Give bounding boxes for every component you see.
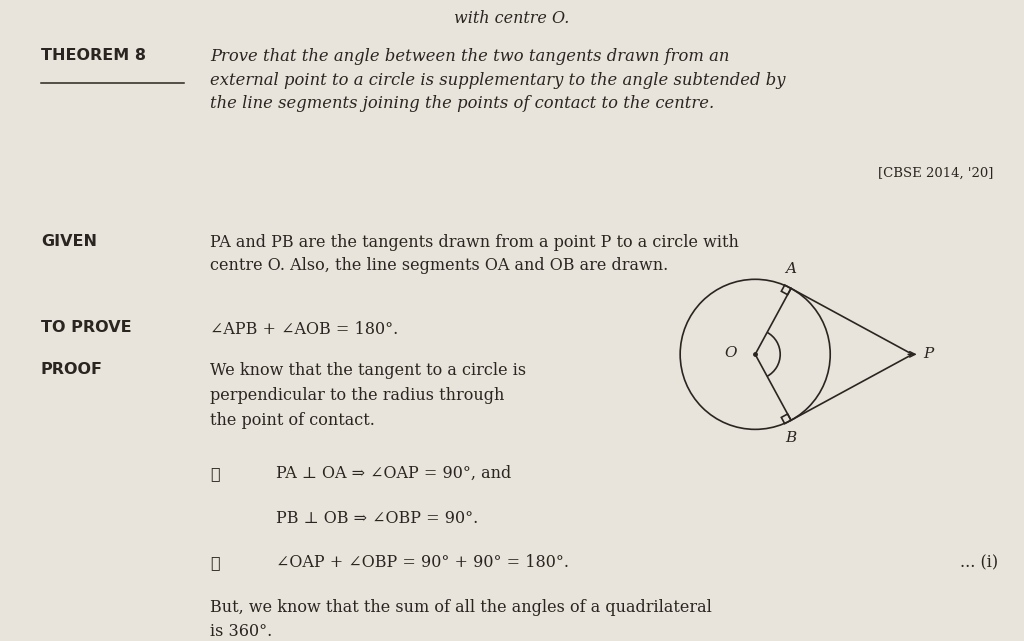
Text: A: A	[785, 262, 797, 276]
Text: ∴: ∴	[210, 554, 219, 572]
Text: PA ⊥ OA ⇒ ∠OAP = 90°, and: PA ⊥ OA ⇒ ∠OAP = 90°, and	[276, 465, 512, 482]
Text: Prove that the angle between the two tangents drawn from an
external point to a : Prove that the angle between the two tan…	[210, 48, 785, 112]
Text: ∴: ∴	[210, 465, 219, 482]
Text: ... (i): ... (i)	[961, 554, 998, 572]
Text: THEOREM 8: THEOREM 8	[41, 48, 146, 63]
Text: But, we know that the sum of all the angles of a quadrilateral
is 360°.: But, we know that the sum of all the ang…	[210, 599, 712, 640]
Text: ∠OAP + ∠OBP = 90° + 90° = 180°.: ∠OAP + ∠OBP = 90° + 90° = 180°.	[276, 554, 569, 572]
Text: B: B	[785, 431, 797, 445]
Text: GIVEN: GIVEN	[41, 234, 97, 249]
Text: PROOF: PROOF	[41, 362, 103, 377]
Text: PB ⊥ OB ⇒ ∠OBP = 90°.: PB ⊥ OB ⇒ ∠OBP = 90°.	[276, 510, 479, 527]
Text: ∠APB + ∠AOB = 180°.: ∠APB + ∠AOB = 180°.	[210, 320, 398, 338]
Text: TO PROVE: TO PROVE	[41, 320, 132, 335]
Text: O: O	[725, 345, 737, 360]
Text: P: P	[923, 347, 933, 362]
Text: [CBSE 2014, '20]: [CBSE 2014, '20]	[878, 167, 993, 179]
Text: PA and PB are the tangents drawn from a point P to a circle with
centre O. Also,: PA and PB are the tangents drawn from a …	[210, 234, 738, 274]
Text: with centre O.: with centre O.	[455, 10, 569, 27]
Text: We know that the tangent to a circle is
perpendicular to the radius through
the : We know that the tangent to a circle is …	[210, 362, 526, 429]
